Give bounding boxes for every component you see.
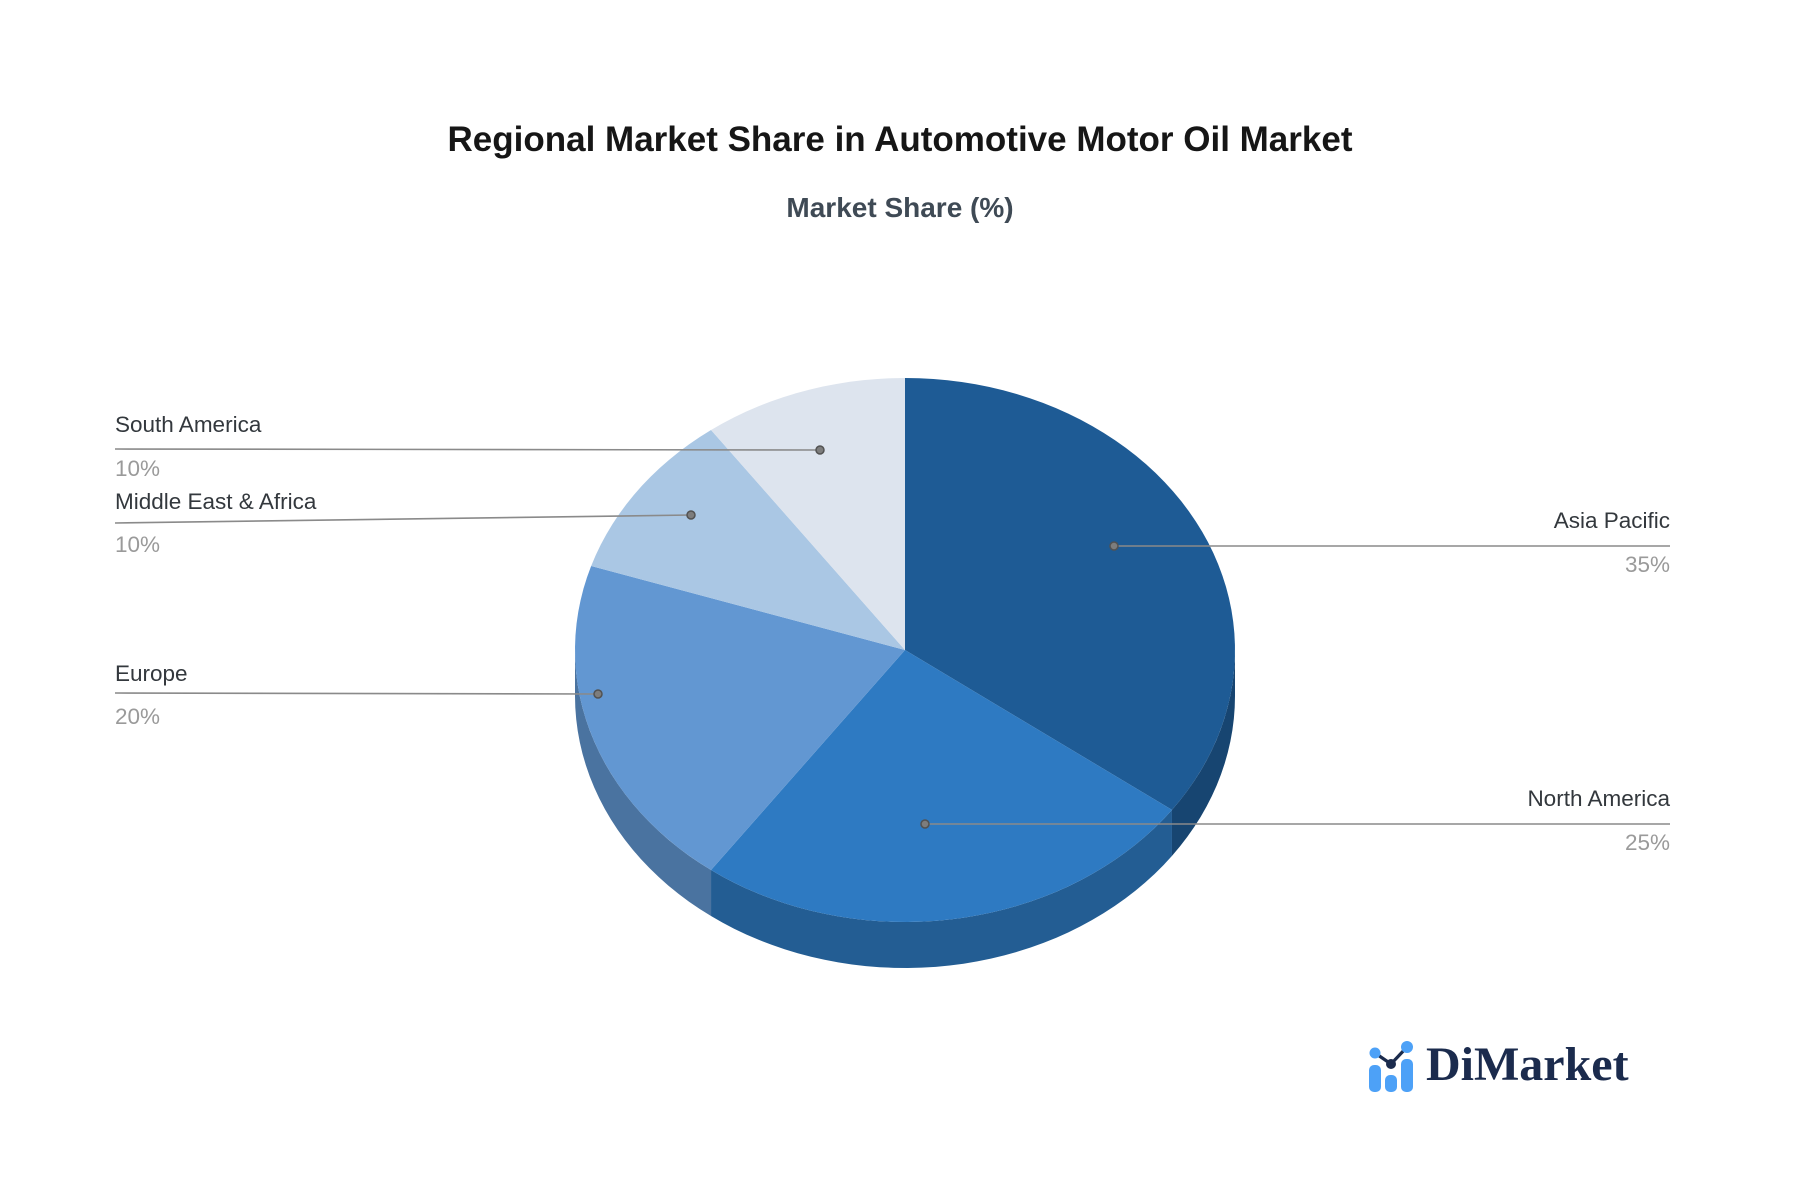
pie-slice-asia-pacific[interactable] (905, 378, 1235, 810)
slice-value-middle-east-africa: 10% (115, 532, 161, 557)
chart-title: Regional Market Share in Automotive Moto… (447, 120, 1353, 159)
slice-value-asia-pacific: 35% (1624, 552, 1670, 577)
pie-slice-side-asia-pacific (1171, 650, 1235, 856)
slice-label-asia-pacific: Asia Pacific (1553, 508, 1670, 533)
pie-slice-south-america[interactable] (711, 378, 905, 650)
leader-dot (1109, 541, 1119, 551)
slice-label-europe: Europe (115, 661, 188, 686)
leader-line (114, 448, 821, 451)
dimarket-logo: DiMarket (1348, 1034, 1629, 1094)
leader-dot (920, 819, 930, 829)
slice-value-north-america: 25% (1624, 830, 1670, 855)
pie-slice-side-europe (575, 650, 712, 917)
leader-line (114, 514, 692, 524)
leader-line (114, 692, 599, 695)
slice-label-north-america: North America (1527, 786, 1670, 811)
leader-dot (815, 445, 825, 455)
logo-text: DiMarket (1426, 1038, 1629, 1091)
pie-slice-middle-east-africa[interactable] (591, 429, 905, 650)
slice-label-south-america: South America (115, 412, 262, 437)
chart-subtitle: Market Share (%) (786, 192, 1014, 223)
leader-dot (686, 510, 696, 520)
slice-value-europe: 20% (115, 704, 161, 729)
slice-label-middle-east-africa: Middle East & Africa (115, 489, 317, 514)
pie-slice-side-north-america (711, 809, 1172, 968)
slice-value-south-america: 10% (115, 456, 161, 481)
pie-slice-north-america[interactable] (711, 650, 1172, 922)
pie-slice-europe[interactable] (575, 565, 905, 871)
logo-bar-chart-icon (1369, 1041, 1413, 1092)
leader-dot (593, 689, 603, 699)
